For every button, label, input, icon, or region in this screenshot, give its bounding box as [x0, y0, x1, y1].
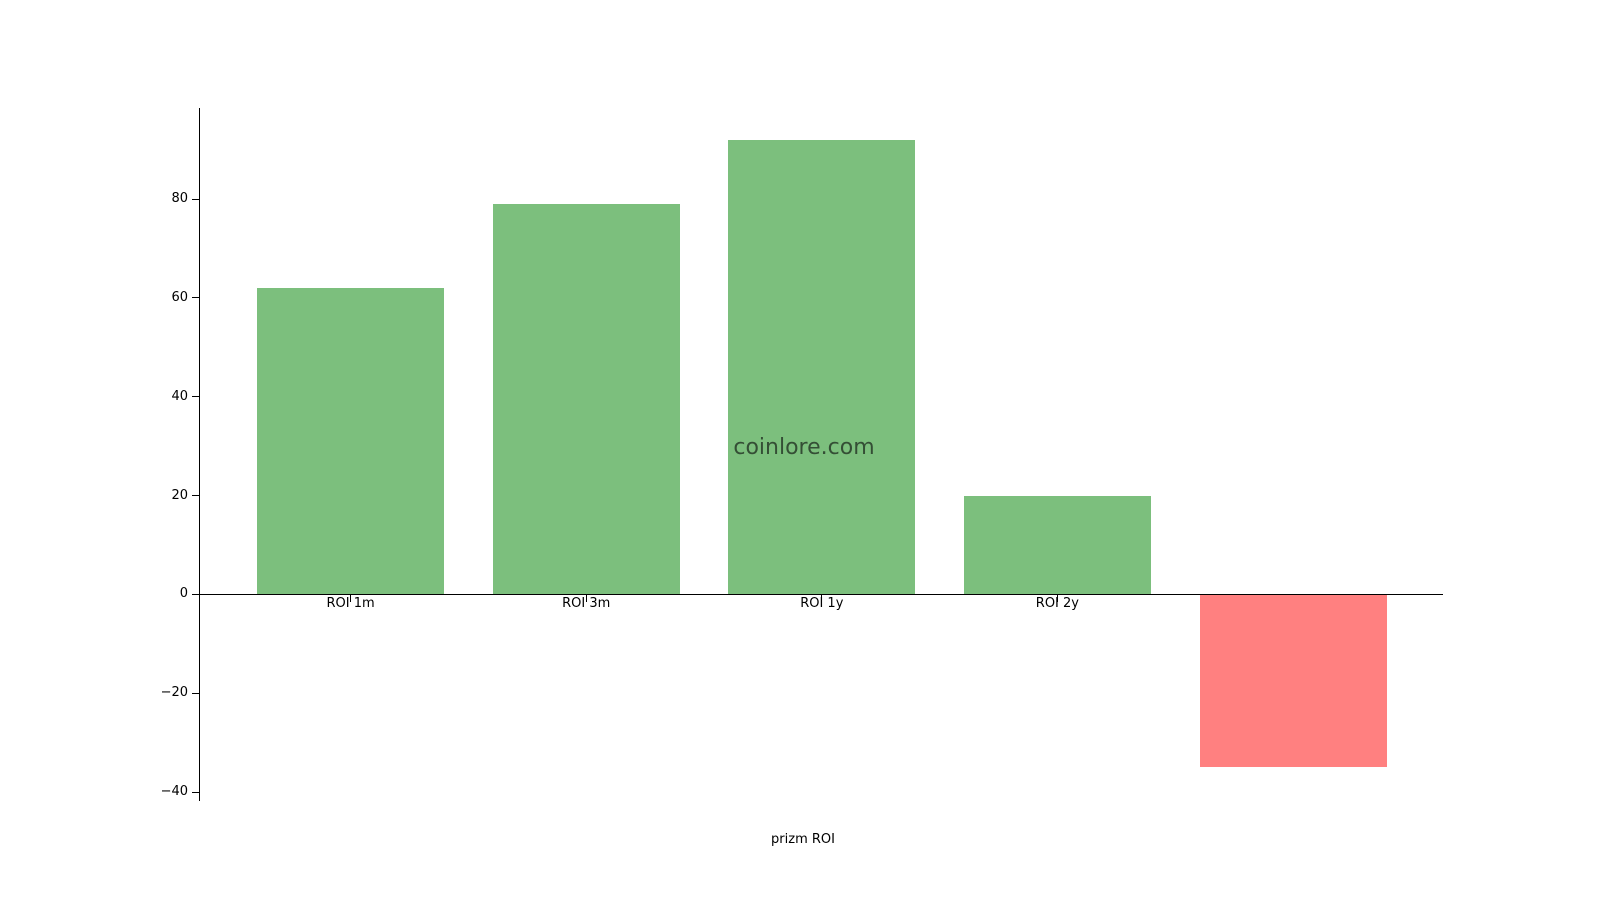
x-tick-label: ROI 2y — [1035, 596, 1079, 612]
x-tick-mark — [350, 594, 352, 603]
y-tick-mark — [192, 791, 199, 793]
y-tick-mark — [192, 297, 199, 299]
y-tick-label: 40 — [171, 388, 188, 404]
x-tick-label: ROI 1y — [800, 596, 844, 612]
y-axis-line — [199, 108, 200, 801]
bar-roi-2y — [963, 495, 1151, 595]
x-tick-label: ROI 3m — [562, 596, 611, 612]
y-tick-mark — [192, 396, 199, 398]
y-tick-label: −40 — [160, 784, 188, 800]
y-tick-mark — [192, 692, 199, 694]
x-tick-label: ROI 1m — [326, 596, 375, 612]
y-tick-label: 80 — [171, 191, 188, 207]
bar-roi-1y — [728, 139, 916, 595]
watermark-text: coinlore.com — [733, 435, 875, 460]
y-tick-mark — [192, 198, 199, 200]
bar-negative — [1199, 594, 1387, 768]
x-tick-mark — [1056, 594, 1058, 603]
y-tick-label: −20 — [160, 685, 188, 701]
y-tick-label: 60 — [171, 289, 188, 305]
x-tick-mark — [821, 594, 823, 603]
bar-roi-3m — [492, 203, 680, 595]
y-tick-label: 0 — [179, 586, 188, 602]
y-tick-label: 20 — [171, 487, 188, 503]
bar-roi-1m — [257, 287, 445, 595]
y-tick-mark — [192, 593, 199, 595]
x-axis-title: prizm ROI — [771, 832, 835, 847]
y-tick-mark — [192, 495, 199, 497]
x-axis-zero-line — [199, 594, 1443, 595]
x-tick-mark — [585, 594, 587, 603]
